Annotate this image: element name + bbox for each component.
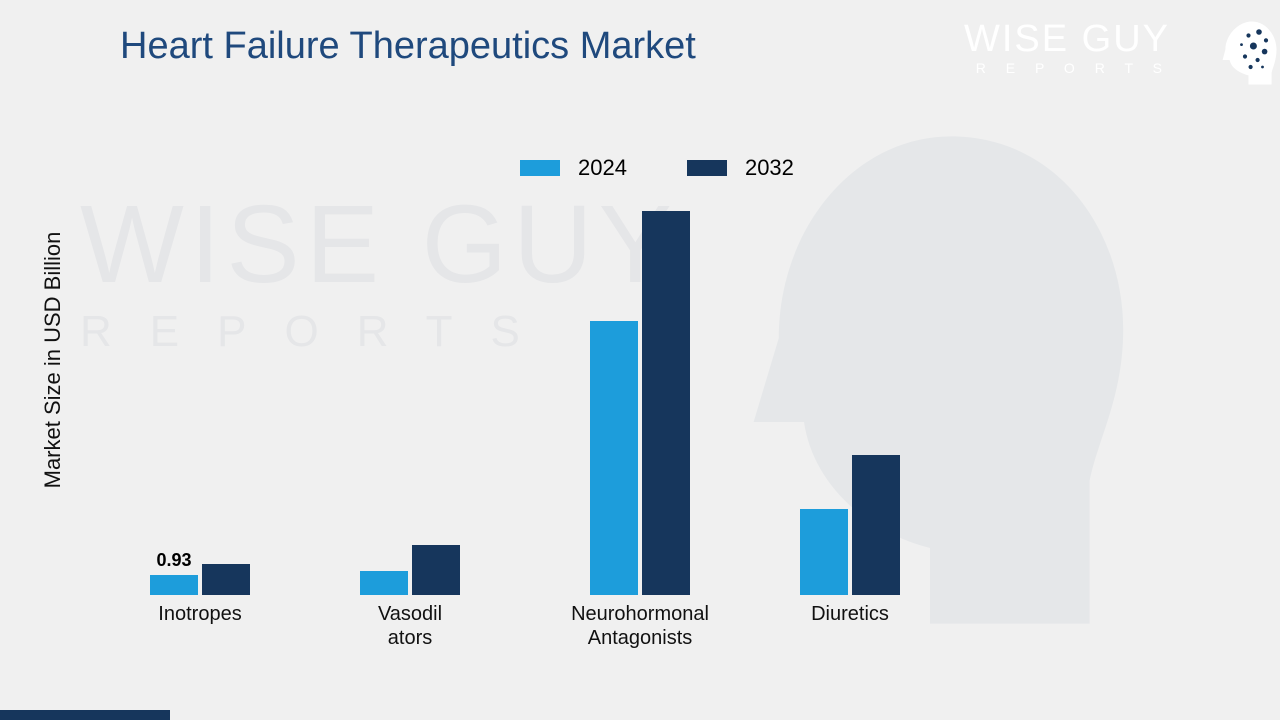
brand-bottom: R E P O R T S bbox=[964, 60, 1170, 76]
bar-2024-1 bbox=[360, 571, 408, 595]
bar-2024-2 bbox=[590, 321, 638, 595]
legend-item-2024: 2024 bbox=[520, 155, 627, 181]
legend-swatch-2032 bbox=[687, 160, 727, 176]
brand-head-icon bbox=[1210, 18, 1280, 88]
legend: 2024 2032 bbox=[520, 155, 794, 181]
x-axis: Inotropes Vasodil ators Neurohormonal Anta… bbox=[100, 598, 930, 658]
bar-2032-3 bbox=[852, 455, 900, 595]
bar-2024-3 bbox=[800, 509, 848, 595]
legend-label-2032: 2032 bbox=[745, 155, 794, 181]
x-label-3: Diuretics bbox=[811, 602, 889, 626]
x-label-0: Inotropes bbox=[158, 602, 241, 626]
bar-2024-0 bbox=[150, 575, 198, 595]
legend-label-2024: 2024 bbox=[578, 155, 627, 181]
brand-logo: WISE GUY R E P O R T S bbox=[964, 20, 1170, 76]
x-label-2: Neurohormonal Antagonists bbox=[571, 602, 709, 650]
y-axis-label: Market Size in USD Billion bbox=[40, 232, 66, 489]
bar-2032-1 bbox=[412, 545, 460, 595]
x-label-1: Vasodil ators bbox=[378, 602, 442, 650]
plot-area: 0.93 bbox=[100, 200, 930, 595]
chart-title: Heart Failure Therapeutics Market bbox=[120, 25, 696, 68]
bottom-accent-strip bbox=[0, 710, 170, 720]
bar-2032-0 bbox=[202, 564, 250, 595]
data-label-2024-0: 0.93 bbox=[156, 550, 191, 571]
legend-item-2032: 2032 bbox=[687, 155, 794, 181]
legend-swatch-2024 bbox=[520, 160, 560, 176]
brand-top: WISE GUY bbox=[964, 20, 1170, 58]
bar-2032-2 bbox=[642, 211, 690, 595]
